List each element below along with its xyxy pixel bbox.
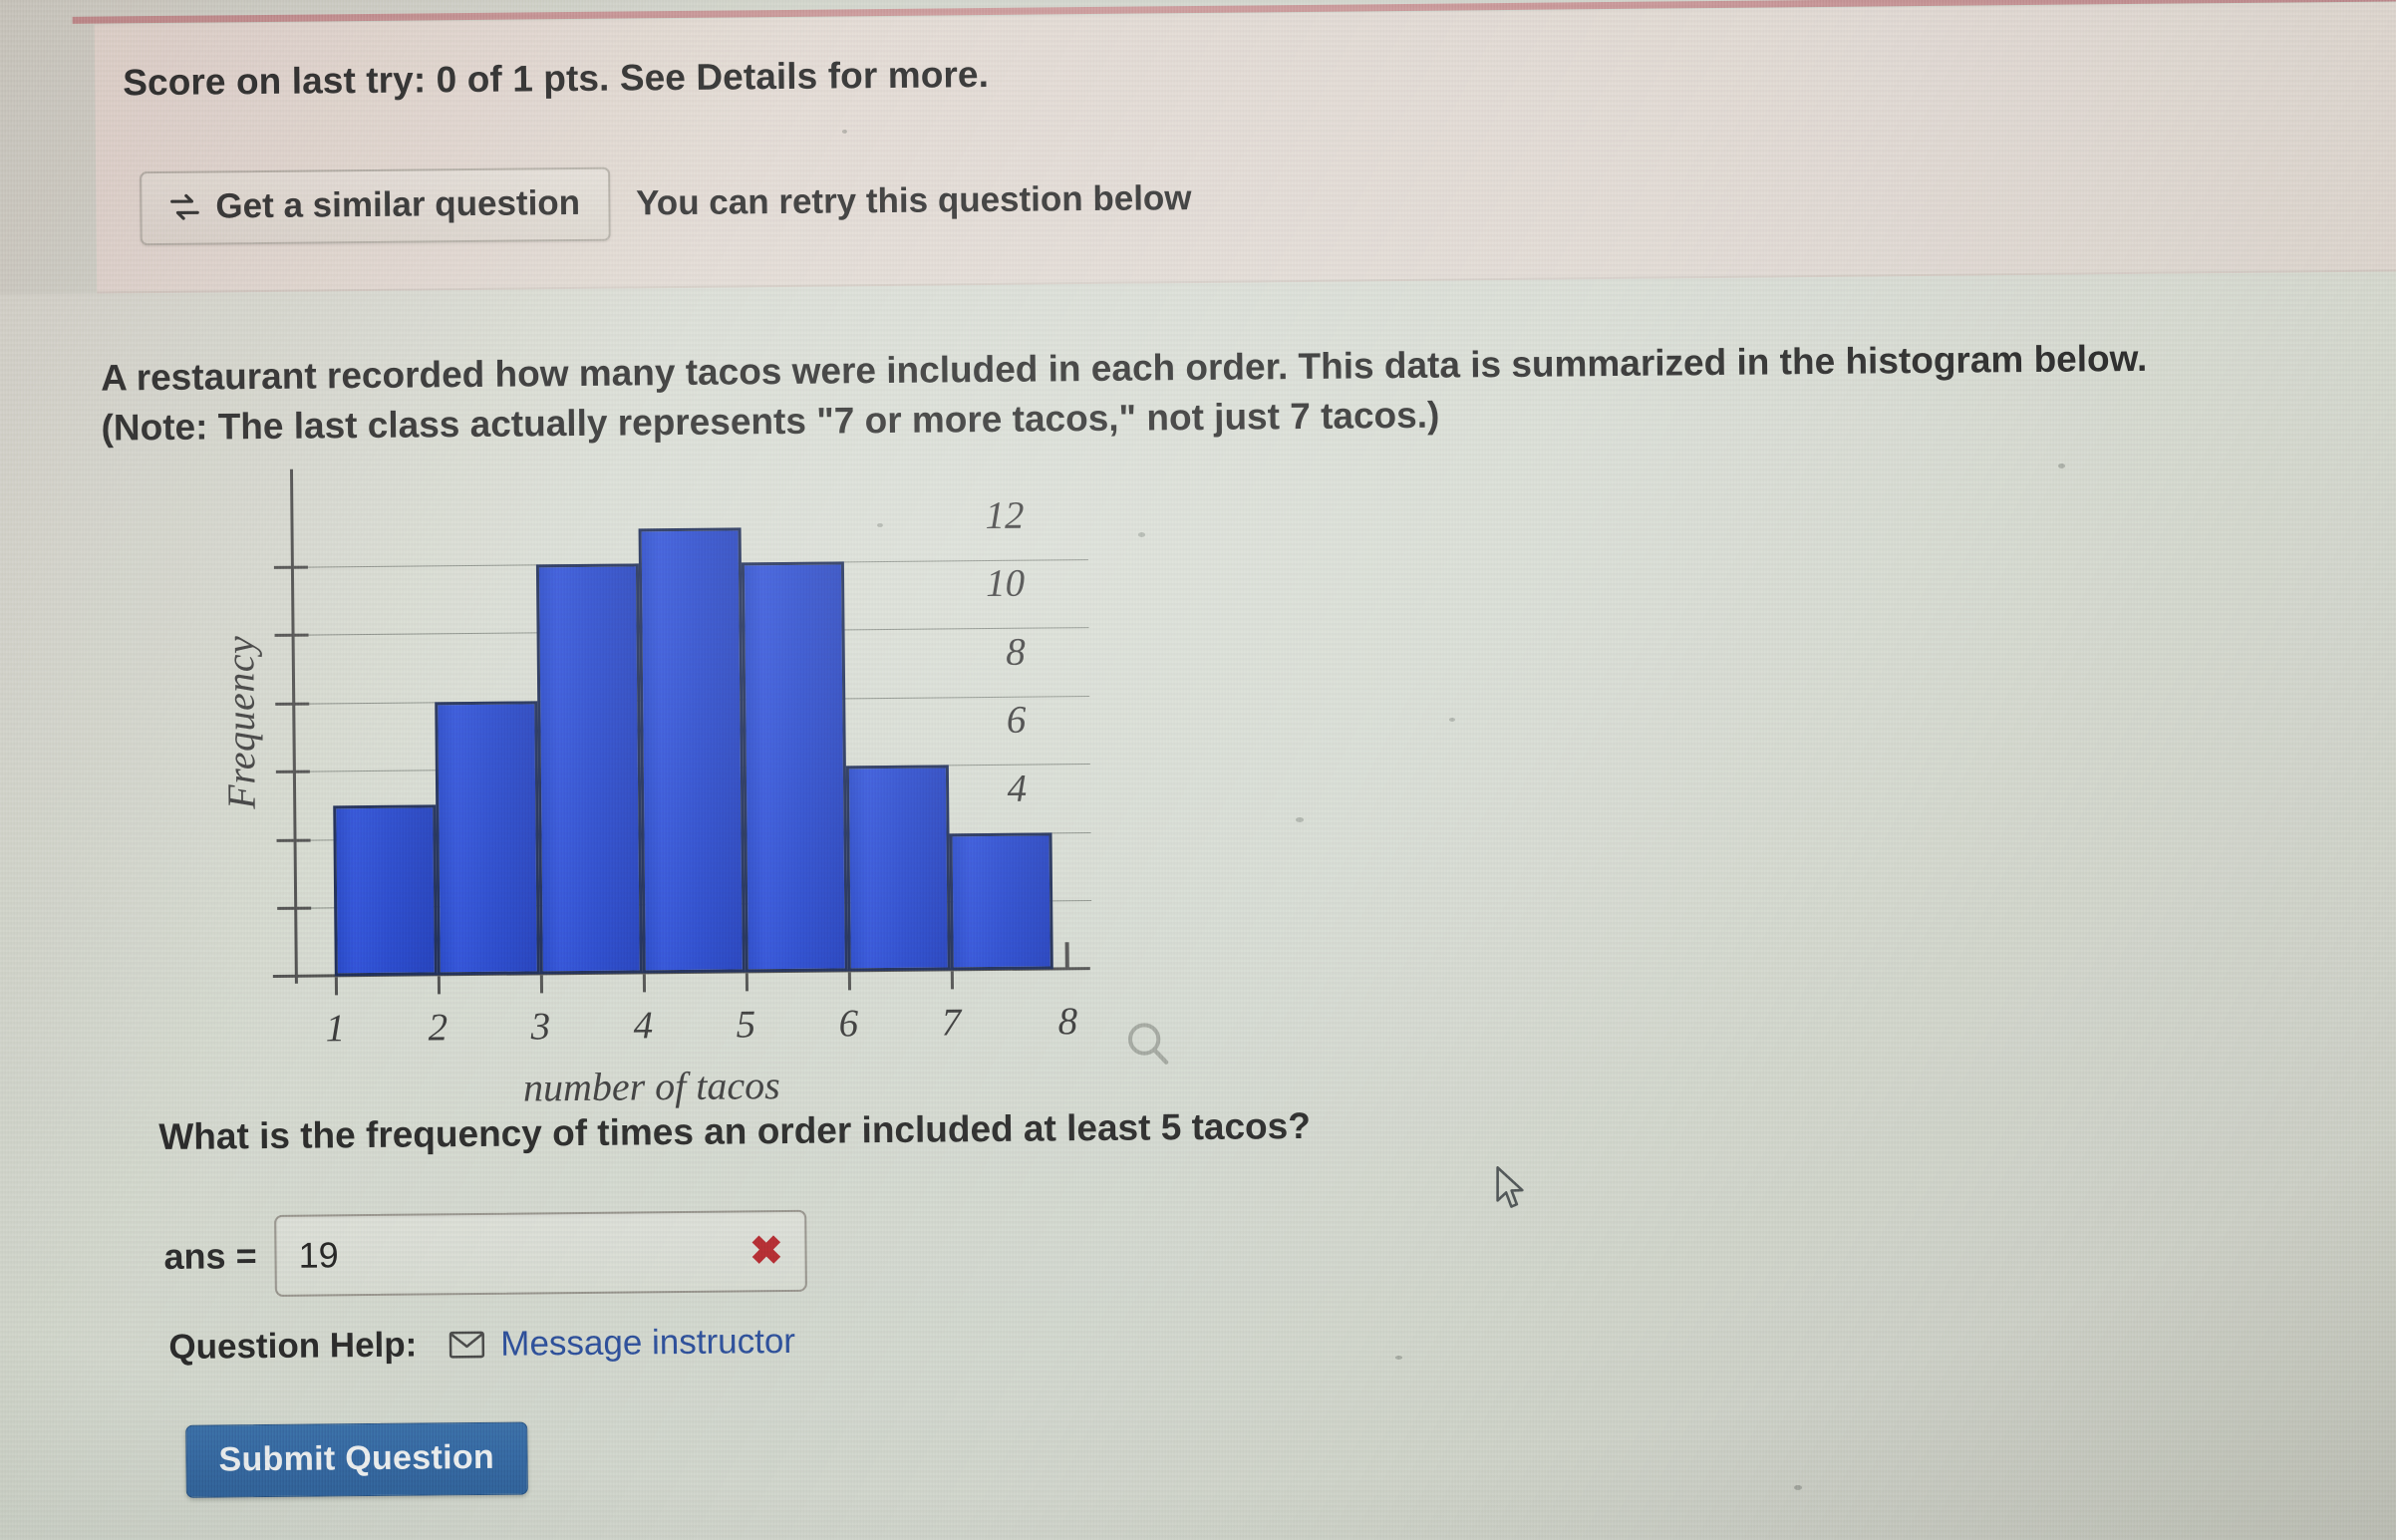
dust-speck — [1296, 817, 1304, 822]
mouse-cursor — [1493, 1166, 1527, 1210]
histogram-bar-3 — [535, 563, 643, 975]
message-instructor-link[interactable]: Message instructor — [500, 1321, 796, 1364]
y-tick-6 — [275, 770, 310, 774]
histogram-bar-2 — [435, 701, 540, 976]
histogram-bar-5 — [741, 561, 848, 973]
x-tick-label-8: 8 — [1057, 1000, 1078, 1044]
question-help-label: Question Help: — [168, 1325, 418, 1367]
y-tick-label-12: 12 — [985, 493, 1025, 537]
dust-speck — [877, 523, 883, 527]
x-tick-label-3: 3 — [530, 1005, 551, 1049]
x-tick-1 — [334, 977, 339, 996]
y-tick-label-6: 6 — [1006, 698, 1027, 743]
histogram-bar-4 — [638, 527, 746, 974]
answer-input[interactable]: 19 ✖ — [274, 1209, 807, 1297]
dust-speck — [1794, 1485, 1802, 1490]
x-tick-3 — [539, 975, 544, 994]
x-mark-icon: ✖ — [749, 1229, 783, 1274]
question-help-row: Question Help: Message instructor — [168, 1322, 795, 1368]
y-tick-label-4: 4 — [1007, 767, 1028, 810]
x-tick-label-1: 1 — [325, 1007, 346, 1051]
x-tick-label-7: 7 — [941, 1001, 962, 1045]
histogram-bar-1 — [333, 803, 438, 977]
magnifier-icon[interactable] — [1122, 1019, 1172, 1069]
histogram-bar-6 — [845, 765, 951, 972]
y-tick-10 — [274, 633, 309, 638]
x-tick-7 — [950, 971, 955, 990]
get-similar-question-label: Get a similar question — [215, 182, 581, 226]
retry-note: You can retry this question below — [635, 178, 1192, 223]
answer-label: ans = — [163, 1235, 257, 1277]
y-tick-label-8: 8 — [1006, 630, 1026, 674]
retry-row: Get a similar question You can retry thi… — [140, 161, 1192, 246]
answer-input-value: 19 — [298, 1234, 339, 1276]
dust-speck — [842, 130, 847, 134]
y-axis-label: Frequency — [217, 635, 264, 809]
x-tick-4 — [642, 974, 647, 993]
score-text: Score on last try: 0 of 1 pts. See Detai… — [123, 54, 990, 104]
dust-speck — [2058, 463, 2065, 468]
score-banner — [94, 2, 2396, 294]
x-axis-label: number of tacos — [522, 1063, 780, 1110]
histogram-bar-7 — [949, 832, 1053, 971]
dust-speck — [1449, 718, 1455, 722]
x-tick-5 — [745, 973, 749, 992]
answer-row: ans = 19 ✖ — [163, 1209, 807, 1298]
x-tick-8 — [1064, 942, 1069, 969]
y-tick-4 — [276, 838, 311, 842]
x-tick-6 — [847, 972, 852, 991]
get-similar-question-button[interactable]: Get a similar question — [140, 166, 611, 246]
histogram-figure: Frequency 2 4 6 8 10 — [131, 468, 1193, 1110]
y-tick-12 — [273, 565, 308, 569]
histogram-plot: 2 4 6 8 10 12 — [272, 468, 1092, 1110]
x-tick-label-4: 4 — [633, 1004, 654, 1048]
x-tick-label-6: 6 — [838, 1002, 859, 1046]
x-tick-label-2: 2 — [428, 1006, 449, 1050]
y-tick-8 — [275, 702, 310, 706]
x-tick-2 — [437, 976, 442, 995]
question-prompt: A restaurant recorded how many tacos wer… — [100, 337, 2148, 449]
y-tick-label-10: 10 — [985, 561, 1026, 606]
dust-speck — [1395, 1356, 1402, 1360]
dust-speck — [1138, 532, 1145, 537]
refresh-icon — [167, 191, 201, 223]
y-tick-2 — [277, 906, 312, 911]
submit-question-button[interactable]: Submit Question — [185, 1421, 528, 1498]
x-tick-label-5: 5 — [736, 1003, 756, 1047]
envelope-icon — [433, 1331, 484, 1359]
